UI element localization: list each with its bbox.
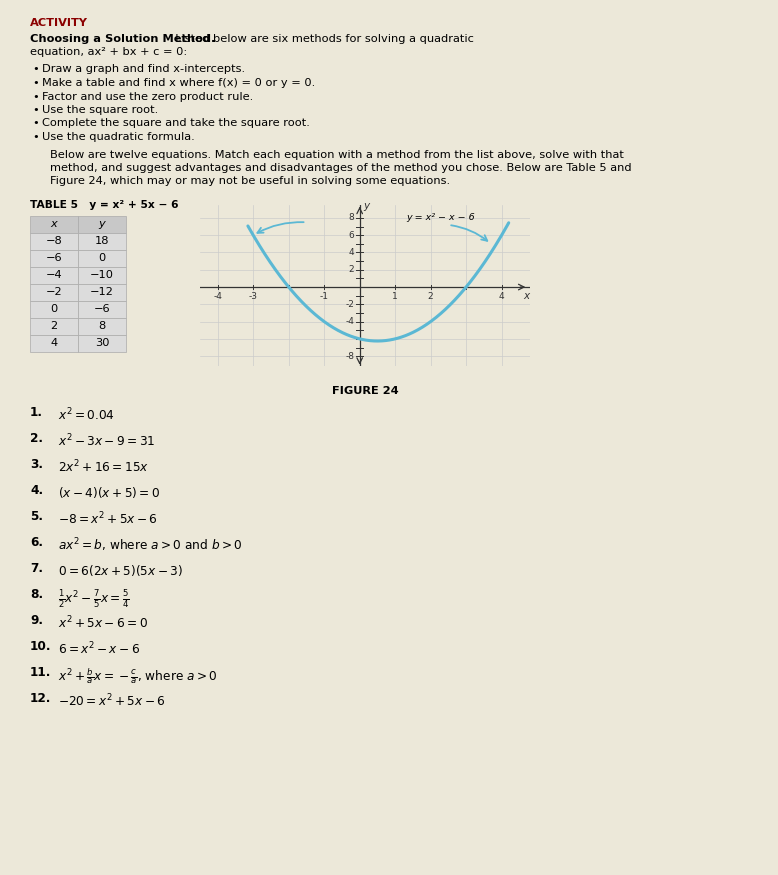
Text: 18: 18 — [95, 236, 109, 246]
Text: 2: 2 — [428, 292, 433, 301]
Text: 1.: 1. — [30, 407, 43, 419]
Text: $2x^2 + 16 = 15x$: $2x^2 + 16 = 15x$ — [58, 458, 149, 475]
FancyBboxPatch shape — [78, 300, 126, 318]
FancyBboxPatch shape — [30, 267, 78, 284]
FancyBboxPatch shape — [30, 249, 78, 267]
Text: -4: -4 — [345, 317, 354, 326]
FancyBboxPatch shape — [78, 284, 126, 300]
FancyBboxPatch shape — [30, 233, 78, 249]
Text: Below are twelve equations. Match each equation with a method from the list abov: Below are twelve equations. Match each e… — [50, 150, 624, 159]
Text: $x^2 = 0.04$: $x^2 = 0.04$ — [58, 407, 115, 423]
Text: equation, ax² + bx + c = 0:: equation, ax² + bx + c = 0: — [30, 47, 187, 57]
Text: $0 = 6(2x + 5)(5x - 3)$: $0 = 6(2x + 5)(5x - 3)$ — [58, 563, 183, 578]
Text: Figure 24, which may or may not be useful in solving some equations.: Figure 24, which may or may not be usefu… — [50, 177, 450, 186]
Text: y: y — [99, 219, 105, 229]
Text: 10.: 10. — [30, 640, 51, 654]
Text: •: • — [32, 92, 39, 102]
FancyBboxPatch shape — [78, 334, 126, 352]
Text: $6 = x^2 - x - 6$: $6 = x^2 - x - 6$ — [58, 640, 140, 657]
Text: ACTIVITY: ACTIVITY — [30, 18, 88, 28]
FancyBboxPatch shape — [78, 215, 126, 233]
Text: 6.: 6. — [30, 536, 43, 550]
Text: 8: 8 — [349, 214, 354, 222]
Text: •: • — [32, 118, 39, 129]
Text: −4: −4 — [46, 270, 62, 280]
Text: 7.: 7. — [30, 563, 43, 576]
Text: •: • — [32, 105, 39, 115]
Text: 8.: 8. — [30, 589, 43, 601]
Text: Draw a graph and find x-intercepts.: Draw a graph and find x-intercepts. — [42, 65, 245, 74]
Text: $\frac{1}{2}x^2 - \frac{7}{5}x = \frac{5}{4}$: $\frac{1}{2}x^2 - \frac{7}{5}x = \frac{5… — [58, 589, 130, 610]
Text: 5.: 5. — [30, 510, 43, 523]
Text: 4: 4 — [51, 338, 58, 348]
FancyBboxPatch shape — [30, 284, 78, 300]
Text: $(x - 4)(x + 5) = 0$: $(x - 4)(x + 5) = 0$ — [58, 485, 160, 500]
Text: 30: 30 — [95, 338, 109, 348]
Text: $-8 = x^2 + 5x - 6$: $-8 = x^2 + 5x - 6$ — [58, 510, 158, 527]
Text: -2: -2 — [345, 300, 354, 309]
Text: 4.: 4. — [30, 485, 43, 498]
Text: 4: 4 — [499, 292, 504, 301]
Text: −6: −6 — [46, 253, 62, 263]
Text: 1: 1 — [392, 292, 398, 301]
Text: y: y — [363, 201, 369, 211]
Text: 6: 6 — [349, 231, 354, 240]
Text: Complete the square and take the square root.: Complete the square and take the square … — [42, 118, 310, 129]
Text: TABLE 5   y = x² + 5x − 6: TABLE 5 y = x² + 5x − 6 — [30, 200, 178, 210]
Text: −2: −2 — [46, 287, 62, 297]
Text: $ax^2 = b$, where $a > 0$ and $b > 0$: $ax^2 = b$, where $a > 0$ and $b > 0$ — [58, 536, 243, 554]
Text: Choosing a Solution Method.: Choosing a Solution Method. — [30, 33, 216, 44]
FancyBboxPatch shape — [78, 267, 126, 284]
Text: $x^2 + 5x - 6 = 0$: $x^2 + 5x - 6 = 0$ — [58, 614, 148, 631]
Text: 9.: 9. — [30, 614, 43, 627]
Text: $-20 = x^2 + 5x - 6$: $-20 = x^2 + 5x - 6$ — [58, 692, 166, 709]
Text: •: • — [32, 78, 39, 88]
FancyBboxPatch shape — [30, 215, 78, 233]
FancyBboxPatch shape — [30, 300, 78, 318]
Text: 2: 2 — [51, 321, 58, 331]
Text: x: x — [51, 219, 58, 229]
Text: Make a table and find x where f(x) = 0 or y = 0.: Make a table and find x where f(x) = 0 o… — [42, 78, 315, 88]
Text: Use the quadratic formula.: Use the quadratic formula. — [42, 132, 194, 142]
Text: 0: 0 — [51, 304, 58, 314]
Text: Use the square root.: Use the square root. — [42, 105, 158, 115]
Text: -1: -1 — [320, 292, 328, 301]
Text: −8: −8 — [46, 236, 62, 246]
FancyBboxPatch shape — [78, 249, 126, 267]
Text: 2.: 2. — [30, 432, 43, 445]
Text: •: • — [32, 65, 39, 74]
Text: −10: −10 — [90, 270, 114, 280]
Text: y = x² − x − 6: y = x² − x − 6 — [406, 214, 475, 222]
Text: $x^2 - 3x - 9 = 31$: $x^2 - 3x - 9 = 31$ — [58, 432, 156, 449]
Text: FIGURE 24: FIGURE 24 — [331, 387, 398, 396]
Text: Listed below are six methods for solving a quadratic: Listed below are six methods for solving… — [168, 33, 474, 44]
Text: -8: -8 — [345, 352, 354, 360]
FancyBboxPatch shape — [78, 233, 126, 249]
Text: 8: 8 — [98, 321, 106, 331]
Text: -3: -3 — [249, 292, 258, 301]
Text: -4: -4 — [213, 292, 223, 301]
FancyBboxPatch shape — [30, 334, 78, 352]
Text: 2: 2 — [349, 265, 354, 274]
Text: −6: −6 — [93, 304, 110, 314]
Text: −12: −12 — [90, 287, 114, 297]
FancyBboxPatch shape — [78, 318, 126, 334]
FancyBboxPatch shape — [30, 318, 78, 334]
Text: 4: 4 — [349, 248, 354, 257]
Text: Factor and use the zero product rule.: Factor and use the zero product rule. — [42, 92, 254, 102]
Text: $x^2 + \frac{b}{a}x = -\frac{c}{a}$, where $a > 0$: $x^2 + \frac{b}{a}x = -\frac{c}{a}$, whe… — [58, 667, 218, 686]
Text: method, and suggest advantages and disadvantages of the method you chose. Below : method, and suggest advantages and disad… — [50, 163, 632, 173]
Text: 3.: 3. — [30, 458, 43, 472]
Text: •: • — [32, 132, 39, 142]
Text: 12.: 12. — [30, 692, 51, 705]
Text: x: x — [524, 290, 530, 301]
Text: 11.: 11. — [30, 667, 51, 680]
Text: 0: 0 — [98, 253, 106, 263]
